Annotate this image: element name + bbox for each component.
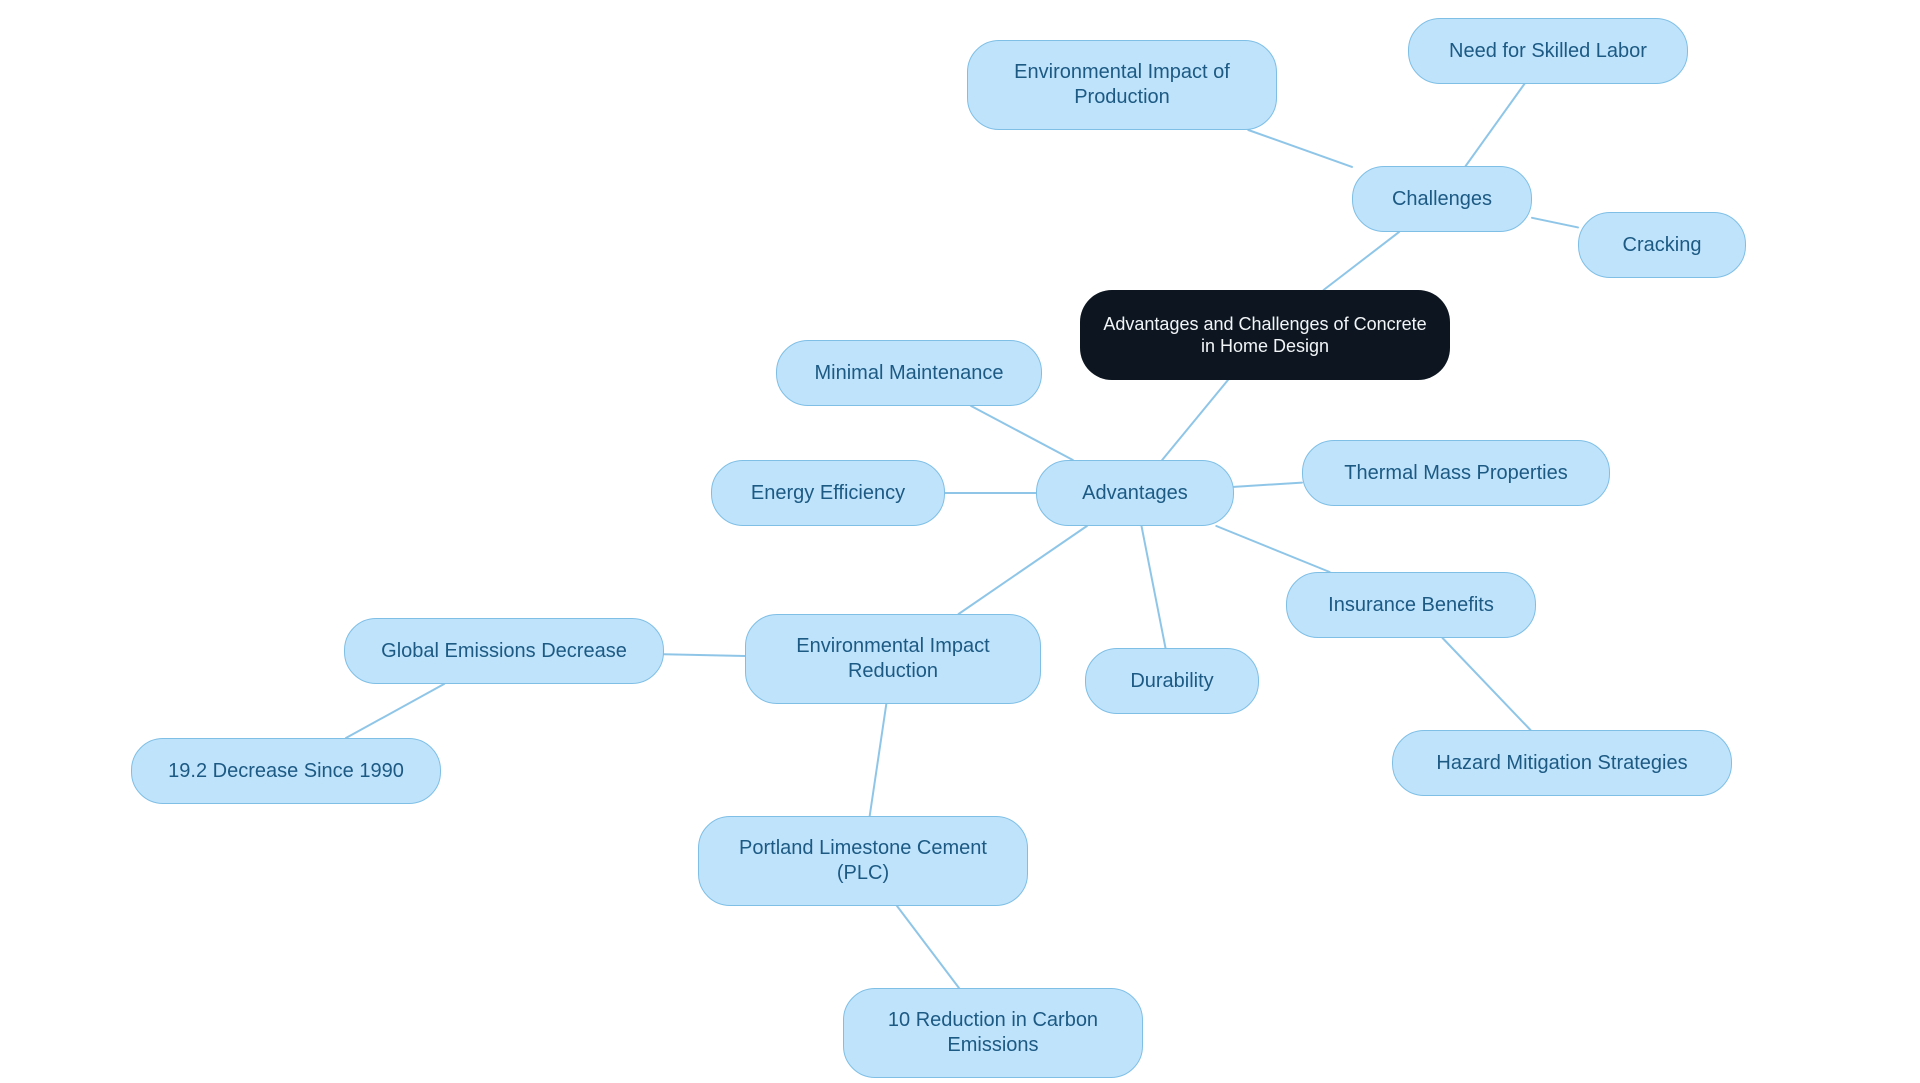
node-thermal: Thermal Mass Properties xyxy=(1302,440,1610,506)
node-label: Hazard Mitigation Strategies xyxy=(1436,751,1687,776)
edge xyxy=(870,704,887,816)
edge xyxy=(346,684,444,738)
edge xyxy=(1248,130,1352,167)
node-label: 19.2 Decrease Since 1990 xyxy=(168,759,404,784)
node-envprod: Environmental Impact of Production xyxy=(967,40,1277,130)
node-label: Insurance Benefits xyxy=(1328,593,1494,618)
edge xyxy=(1162,380,1228,460)
edge xyxy=(1532,218,1578,228)
node-label: Durability xyxy=(1130,669,1213,694)
edge xyxy=(664,654,745,656)
node-label: Global Emissions Decrease xyxy=(381,639,627,664)
node-envred: Environmental Impact Reduction xyxy=(745,614,1041,704)
node-label: Energy Efficiency xyxy=(751,481,905,506)
node-plc: Portland Limestone Cement (PLC) xyxy=(698,816,1028,906)
node-maint: Minimal Maintenance xyxy=(776,340,1042,406)
edge xyxy=(1234,483,1302,487)
node-label: Minimal Maintenance xyxy=(815,361,1004,386)
node-insurance: Insurance Benefits xyxy=(1286,572,1536,638)
node-energy: Energy Efficiency xyxy=(711,460,945,526)
node-label: Advantages and Challenges of Concrete in… xyxy=(1102,313,1428,358)
mindmap-canvas: Advantages and Challenges of Concrete in… xyxy=(0,0,1920,1083)
edge xyxy=(1324,232,1399,290)
node-carbon: 10 Reduction in Carbon Emissions xyxy=(843,988,1143,1078)
node-ged: Global Emissions Decrease xyxy=(344,618,664,684)
node-label: Environmental Impact of Production xyxy=(990,60,1254,110)
node-label: Portland Limestone Cement (PLC) xyxy=(721,836,1005,886)
node-skilled: Need for Skilled Labor xyxy=(1408,18,1688,84)
edge xyxy=(1466,84,1525,166)
node-label: Cracking xyxy=(1623,233,1702,258)
edge xyxy=(1141,526,1165,648)
node-d1990: 19.2 Decrease Since 1990 xyxy=(131,738,441,804)
node-root: Advantages and Challenges of Concrete in… xyxy=(1080,290,1450,380)
node-label: Challenges xyxy=(1392,187,1492,212)
node-label: Advantages xyxy=(1082,481,1188,506)
node-durability: Durability xyxy=(1085,648,1259,714)
node-label: Environmental Impact Reduction xyxy=(768,634,1018,684)
edge xyxy=(1443,638,1531,730)
node-label: 10 Reduction in Carbon Emissions xyxy=(866,1008,1120,1058)
edge xyxy=(971,406,1073,460)
node-cracking: Cracking xyxy=(1578,212,1746,278)
edge xyxy=(897,906,959,988)
edge xyxy=(959,526,1087,614)
edge xyxy=(1216,526,1329,572)
node-hazard: Hazard Mitigation Strategies xyxy=(1392,730,1732,796)
edges-layer xyxy=(0,0,1920,1083)
node-challenges: Challenges xyxy=(1352,166,1532,232)
node-label: Need for Skilled Labor xyxy=(1449,39,1647,64)
node-label: Thermal Mass Properties xyxy=(1344,461,1567,486)
node-advantages: Advantages xyxy=(1036,460,1234,526)
